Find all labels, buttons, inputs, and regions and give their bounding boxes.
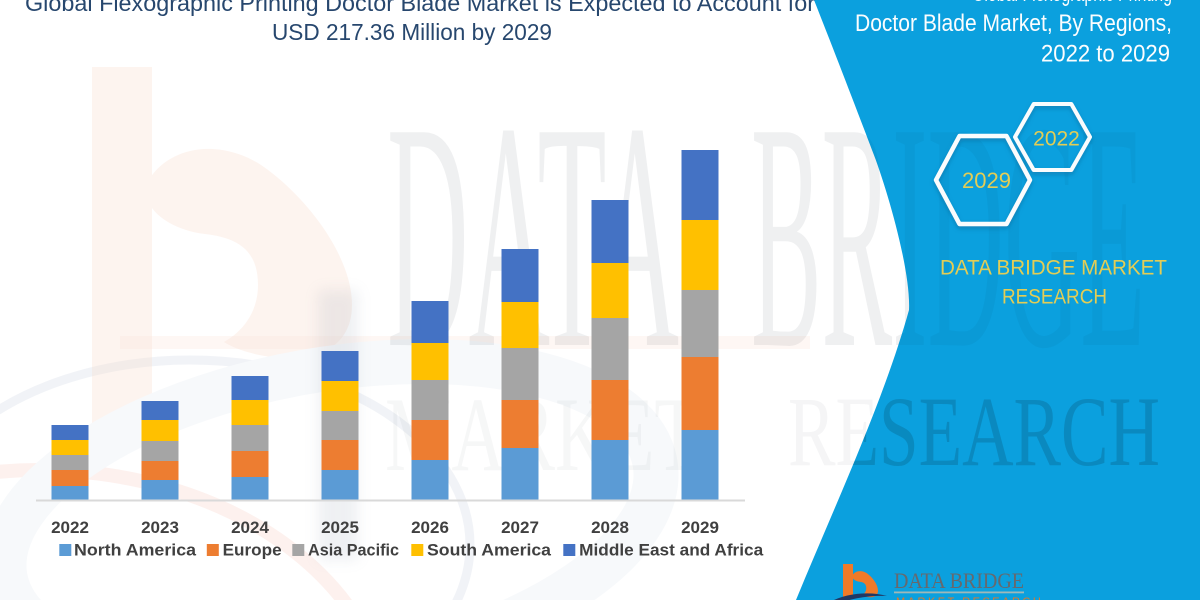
svg-text:2028: 2028 (591, 518, 629, 537)
svg-text:2027: 2027 (501, 518, 539, 537)
svg-text:Global Flexographic Printing: Global Flexographic Printing (972, 0, 1172, 7)
svg-text:2026: 2026 (411, 518, 449, 537)
svg-text:MARKET RESEARCH: MARKET RESEARCH (896, 596, 1043, 600)
svg-text:USD 217.36 Million by 2029: USD 217.36 Million by 2029 (272, 19, 552, 45)
svg-text:2029: 2029 (681, 518, 719, 537)
svg-text:Global Flexographic Printing D: Global Flexographic Printing Doctor Blad… (25, 0, 815, 16)
svg-text:North America: North America (74, 541, 197, 560)
svg-text:Asia Pacific: Asia Pacific (308, 541, 399, 560)
svg-text:2022: 2022 (1033, 128, 1080, 151)
svg-text:Doctor Blade Market, By Region: Doctor Blade Market, By Regions, (855, 10, 1172, 37)
svg-text:2025: 2025 (321, 518, 359, 537)
svg-text:DATA BRIDGE: DATA BRIDGE (894, 568, 1024, 593)
svg-text:DATA BRIDGE MARKET: DATA BRIDGE MARKET (940, 257, 1167, 280)
svg-text:2024: 2024 (231, 518, 269, 537)
svg-text:Europe: Europe (223, 541, 282, 560)
svg-text:2029: 2029 (962, 168, 1011, 193)
svg-text:South America: South America (427, 541, 552, 560)
svg-text:2022: 2022 (51, 518, 89, 537)
svg-text:RESEARCH: RESEARCH (1002, 286, 1107, 309)
svg-text:2023: 2023 (141, 518, 179, 537)
svg-text:Middle East and Africa: Middle East and Africa (579, 541, 764, 560)
svg-text:2022 to 2029: 2022 to 2029 (1041, 41, 1170, 68)
